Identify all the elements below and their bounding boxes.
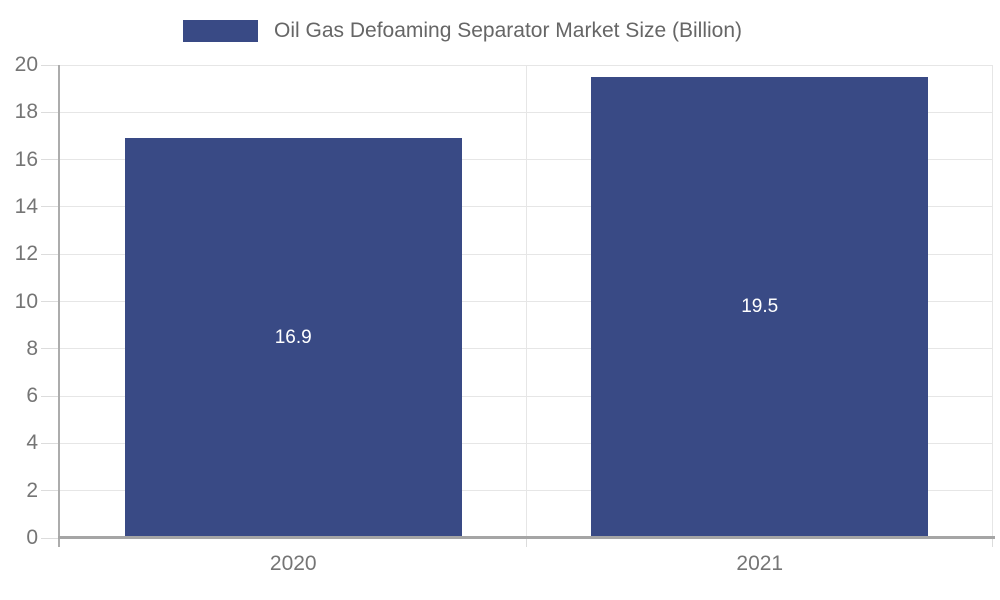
h-gridline: [60, 442, 993, 444]
y-tick: [41, 301, 60, 302]
y-tick: [41, 537, 60, 539]
y-tick: [41, 395, 60, 397]
bar-2021: 19.5: [591, 76, 929, 538]
y-tick-label: 2: [26, 478, 38, 502]
legend-swatch: [183, 20, 258, 42]
y-tick-label: 4: [26, 431, 38, 455]
h-gridline: [60, 395, 993, 397]
y-tick-label: 20: [14, 53, 38, 76]
y-tick-label: 16: [14, 147, 38, 171]
h-gridline: [60, 159, 993, 161]
y-tick-label: 0: [26, 526, 38, 549]
y-tick: [41, 253, 60, 255]
bar-value-label: 16.9: [274, 327, 312, 349]
h-gridline: [60, 490, 993, 492]
bar-2020: 16.9: [124, 138, 462, 538]
y-tick-label: 10: [14, 289, 38, 313]
y-tick: [41, 490, 60, 492]
h-gridline: [60, 111, 993, 113]
v-gridline: [525, 65, 527, 538]
y-tick: [41, 111, 60, 113]
h-gridline: [60, 64, 993, 66]
y-tick: [41, 159, 60, 161]
v-gridline: [992, 65, 993, 538]
x-tick: [992, 538, 993, 547]
legend: Oil Gas Defoaming Separator Market Size …: [183, 20, 742, 42]
x-axis-label: 2021: [736, 552, 784, 575]
y-tick: [41, 206, 60, 208]
y-tick-label: 14: [14, 194, 38, 218]
x-axis-label: 2020: [269, 552, 317, 575]
legend-label: Oil Gas Defoaming Separator Market Size …: [274, 19, 743, 42]
y-tick: [41, 442, 60, 444]
bar-value-label: 19.5: [741, 296, 779, 318]
y-tick-label: 8: [26, 336, 38, 360]
y-tick-label: 18: [14, 100, 38, 124]
y-tick: [41, 64, 60, 66]
h-gridline: [60, 253, 993, 255]
h-gridline: [60, 348, 993, 350]
y-tick: [41, 348, 60, 350]
h-gridline: [60, 301, 993, 302]
x-tick: [525, 538, 527, 547]
y-tick-label: 12: [14, 242, 38, 266]
plot-area: 16.9 19.5 0 2 4 6 8 10 12 14 16 18 20 2020 2021: [15, 54, 995, 575]
h-gridline: [60, 206, 993, 208]
y-tick-label: 6: [26, 384, 38, 408]
y-axis-line: [58, 65, 60, 547]
x-axis-line: [58, 536, 995, 539]
